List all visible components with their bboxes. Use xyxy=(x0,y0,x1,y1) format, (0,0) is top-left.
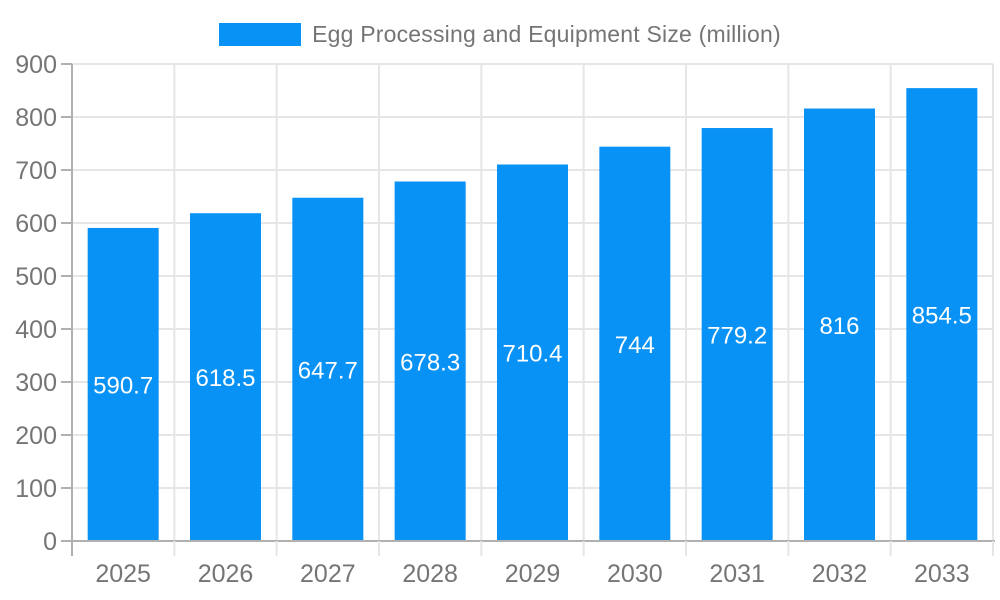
x-tick-label: 2027 xyxy=(300,560,356,588)
bar-value-label: 678.3 xyxy=(400,349,460,376)
bar-value-label: 779.2 xyxy=(707,323,767,350)
y-tick-label: 500 xyxy=(15,263,57,291)
bar-2027[interactable] xyxy=(292,197,364,541)
legend-swatch xyxy=(219,23,302,46)
y-tick-label: 800 xyxy=(15,104,57,132)
y-tick-label: 600 xyxy=(15,210,57,238)
bar-value-label: 647.7 xyxy=(298,357,358,384)
y-tick-label: 300 xyxy=(15,369,57,397)
bar-2029[interactable] xyxy=(497,164,568,541)
x-tick-label: 2026 xyxy=(198,560,254,588)
y-tick-label: 0 xyxy=(43,528,57,556)
bar-value-label: 854.5 xyxy=(912,303,972,330)
bar-2033[interactable] xyxy=(906,88,978,542)
bar-2031[interactable] xyxy=(701,128,773,542)
y-tick-label: 200 xyxy=(15,422,57,450)
bar-value-label: 710.4 xyxy=(502,341,562,368)
x-tick-label: 2029 xyxy=(505,560,561,588)
bar-2025[interactable] xyxy=(87,227,159,541)
x-tick-label: 2032 xyxy=(812,560,868,588)
y-tick-label: 900 xyxy=(15,51,57,79)
legend-series-label: Egg Processing and Equipment Size (milli… xyxy=(312,21,781,47)
y-tick-label: 400 xyxy=(15,316,57,344)
bar-2026[interactable] xyxy=(190,213,261,541)
y-tick-label: 100 xyxy=(15,475,57,503)
x-tick-label: 2025 xyxy=(95,560,151,588)
bar-value-label: 618.5 xyxy=(195,365,255,392)
y-tick-label: 700 xyxy=(15,157,57,185)
x-tick-label: 2028 xyxy=(402,560,458,588)
x-tick-label: 2033 xyxy=(914,560,970,588)
x-tick-label: 2030 xyxy=(607,560,663,588)
bar-value-label: 816 xyxy=(819,313,859,340)
x-tick-label: 2031 xyxy=(709,560,765,588)
chart-legend[interactable]: Egg Processing and Equipment Size (milli… xyxy=(0,21,1000,48)
bar-2032[interactable] xyxy=(804,108,875,542)
bar-2030[interactable] xyxy=(599,146,671,541)
bar-2028[interactable] xyxy=(394,181,466,541)
bar-value-label: 744 xyxy=(615,332,655,359)
bar-value-label: 590.7 xyxy=(93,372,153,399)
